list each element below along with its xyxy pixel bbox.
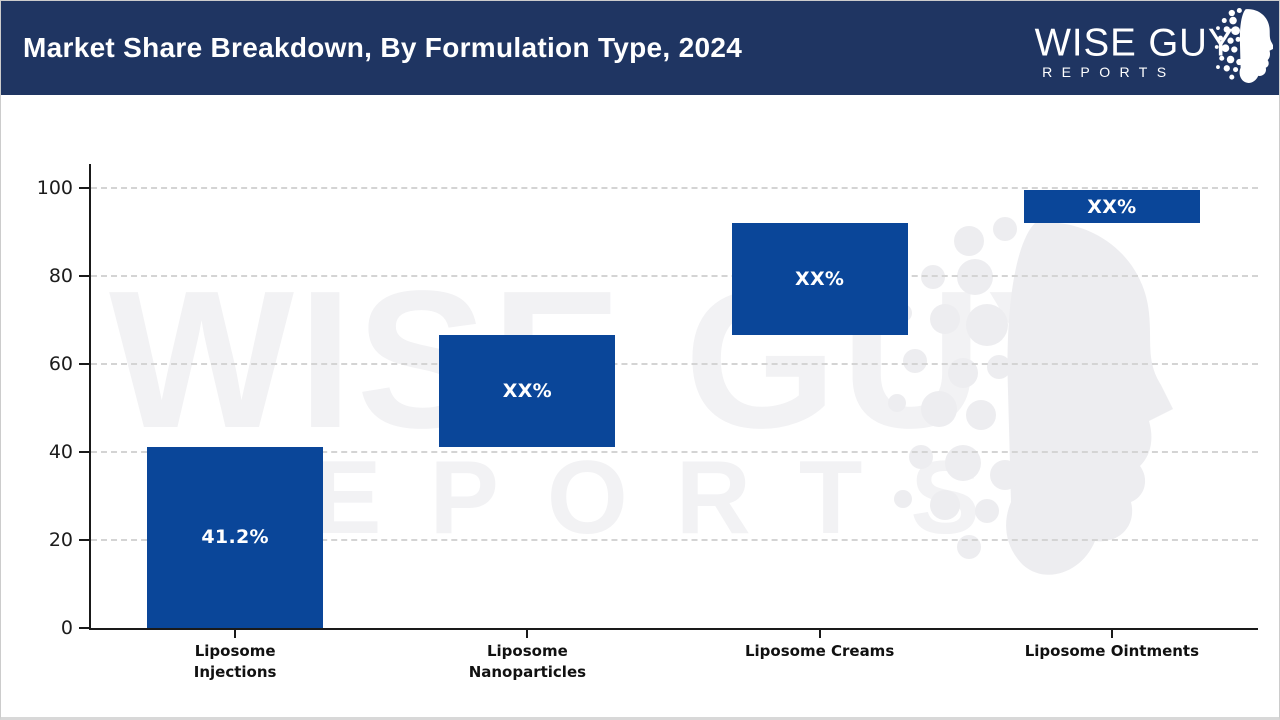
bar: XX% <box>1023 190 1200 224</box>
x-tick <box>818 630 821 638</box>
y-axis-spine <box>89 164 91 630</box>
header-bar: Market Share Breakdown, By Formulation T… <box>1 1 1279 95</box>
logo-subtext: REPORTS <box>1042 64 1175 80</box>
bar: XX% <box>439 335 616 447</box>
bar-value-label: 41.2% <box>201 526 269 549</box>
wiseguy-face-icon <box>1214 7 1273 83</box>
x-axis-spine <box>89 628 1258 630</box>
bar-value-label: XX% <box>502 380 552 403</box>
gridline <box>91 187 1258 189</box>
y-tick-label: 100 <box>36 177 73 199</box>
y-tick <box>79 187 89 189</box>
y-tick-label: 80 <box>48 265 73 287</box>
gridline <box>91 275 1258 277</box>
y-tick-label: 20 <box>48 529 73 551</box>
x-category-label: Liposome Nanoparticles <box>468 642 587 681</box>
watermark: WISE GUY REPORTS <box>109 217 1173 575</box>
y-tick-label: 40 <box>48 441 73 463</box>
x-category-label: Liposome Creams <box>744 642 895 660</box>
y-tick <box>79 451 89 453</box>
gridline <box>91 451 1258 453</box>
y-tick <box>79 275 89 277</box>
wiseguy-logo: WISE GUY REPORTS <box>1035 7 1273 83</box>
y-tick <box>79 539 89 541</box>
plot-area: WISE GUY REPORTS <box>1 95 1279 717</box>
x-category-label: Liposome Injections <box>193 642 277 681</box>
watermark-face-icon <box>888 217 1173 575</box>
chart-title: Market Share Breakdown, By Formulation T… <box>23 32 743 63</box>
y-tick <box>79 627 89 629</box>
bar-value-label: XX% <box>1087 195 1137 218</box>
x-tick <box>234 630 237 638</box>
gridline <box>91 363 1258 365</box>
bar-value-label: XX% <box>795 268 845 291</box>
gridline <box>91 539 1258 541</box>
y-tick-label: 60 <box>48 353 73 375</box>
x-tick <box>526 630 529 638</box>
x-tick <box>1110 630 1113 638</box>
logo-wordmark: WISE GUY <box>1035 22 1235 65</box>
bar: XX% <box>731 223 908 336</box>
bar: 41.2% <box>147 446 324 628</box>
x-category-label: Liposome Ointments <box>1024 642 1200 660</box>
y-tick-label: 0 <box>60 617 73 639</box>
y-tick <box>79 363 89 365</box>
